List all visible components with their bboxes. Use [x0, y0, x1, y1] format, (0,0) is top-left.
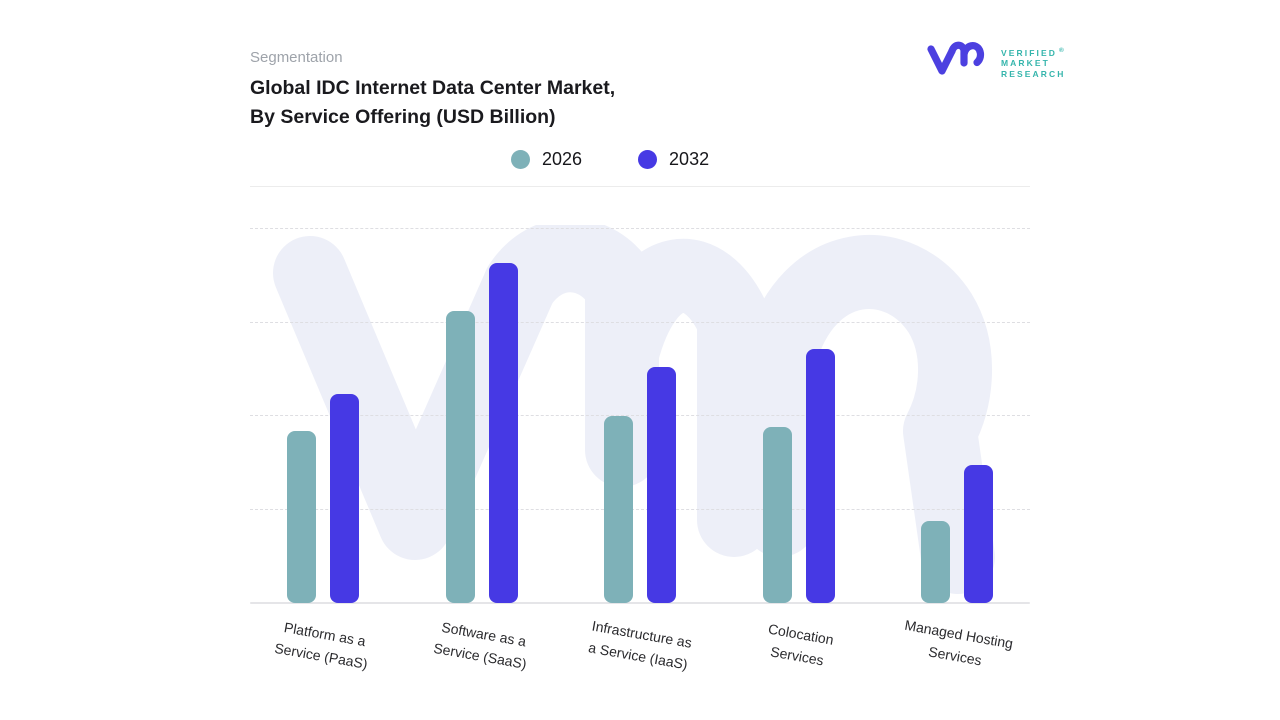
bar-2032-4	[964, 465, 993, 603]
chart-legend: 2026 2032	[511, 149, 709, 170]
legend-dot-2032	[638, 150, 658, 169]
legend-divider-line	[250, 186, 1030, 187]
chart-eyebrow: Segmentation	[250, 49, 343, 66]
bar-2026-0	[287, 431, 316, 603]
gridline	[250, 321, 1030, 323]
vmr-wordmark-line2: MARKET	[1001, 58, 1050, 69]
gridline	[250, 415, 1030, 416]
vmr-wordmark-line1: VERIFIED ®	[1001, 46, 1066, 58]
vmr-watermark-icon	[250, 218, 1030, 608]
x-axis-label: Software as a Service (SaaS)	[431, 618, 528, 672]
bar-2026-3	[762, 427, 792, 603]
chart-title: Global IDC Internet Data Center Market, …	[250, 74, 615, 132]
bar-2026-4	[921, 521, 950, 603]
registered-mark: ®	[1059, 46, 1066, 54]
legend-item-2026: 2026	[511, 149, 582, 170]
bar-2032-1	[488, 263, 518, 603]
chart-title-line2: By Service Offering (USD Billion)	[250, 106, 556, 128]
bar-2032-3	[805, 349, 835, 603]
legend-dot-2026	[511, 150, 530, 169]
vmr-logo-wordmark: VERIFIED ® MARKET RESEARCH	[1001, 45, 1066, 81]
x-axis-label: Platform as a Service (PaaS)	[273, 619, 369, 672]
bar-2026-1	[445, 311, 475, 603]
x-axis-baseline	[250, 602, 1030, 604]
x-axis-label: Infrastructure as a Service (IaaS)	[587, 617, 694, 673]
vmr-logo-icon	[926, 39, 992, 86]
x-axis-labels: Platform as a Service (PaaS) Software as a…	[250, 603, 1030, 713]
bar-2026-2	[604, 416, 633, 603]
bar-2032-0	[330, 394, 359, 603]
bar-2032-2	[647, 367, 676, 603]
chart-title-line1: Global IDC Internet Data Center Market,	[250, 77, 616, 99]
x-axis-label: Managed Hosting Services	[903, 616, 1015, 669]
gridline	[250, 508, 1030, 510]
vmr-logo: VERIFIED ® MARKET RESEARCH	[926, 39, 1066, 86]
x-axis-label: Colocation Services	[766, 620, 835, 669]
legend-label-2032: 2032	[669, 149, 710, 169]
legend-item-2032: 2032	[638, 149, 709, 170]
vmr-wordmark-line3: RESEARCH	[1001, 69, 1066, 80]
gridline	[250, 228, 1030, 229]
legend-label-2026: 2026	[542, 149, 583, 169]
plot-area	[250, 218, 1030, 604]
